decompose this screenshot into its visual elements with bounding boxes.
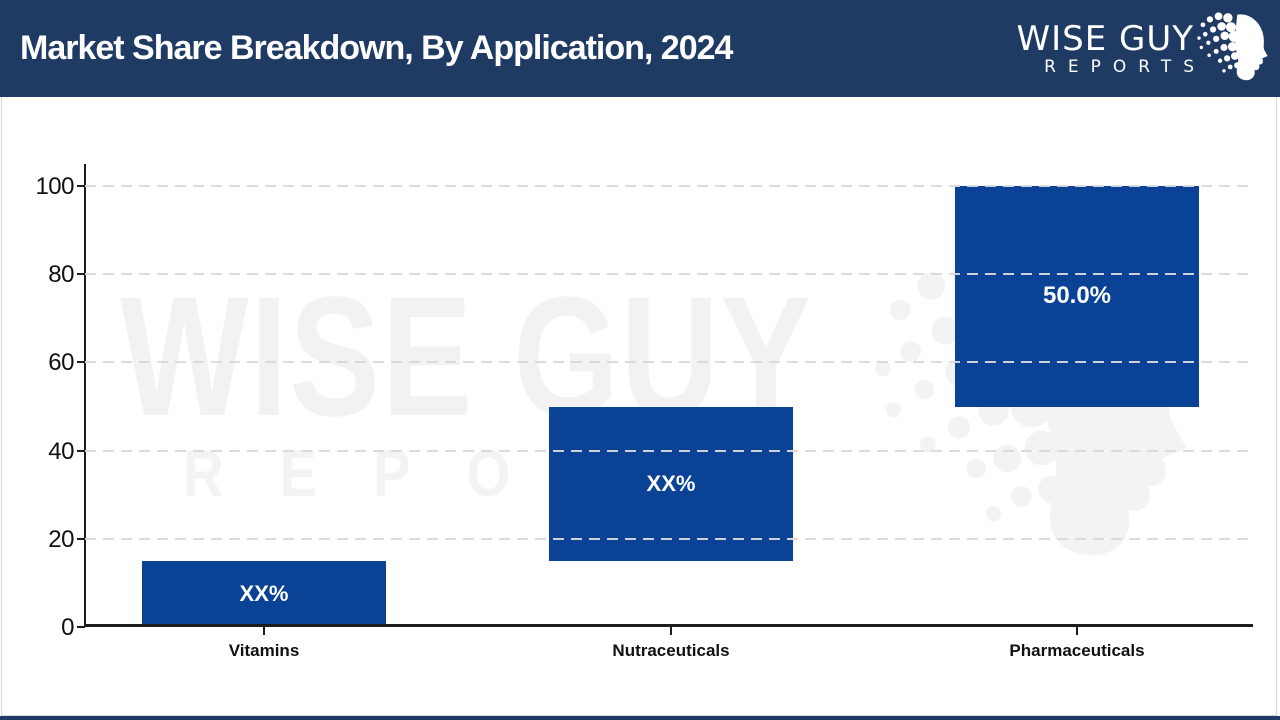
gridline-40 xyxy=(85,449,1253,452)
page-title: Market Share Breakdown, By Application, … xyxy=(20,29,733,67)
x-category-label-nutraceuticals: Nutraceuticals xyxy=(612,641,730,660)
brand-face-icon xyxy=(1197,11,1268,80)
y-tick-label-60: 60 xyxy=(48,349,74,377)
gridline-80 xyxy=(85,273,1253,276)
y-tick-label-80: 80 xyxy=(48,261,74,289)
brand-subtitle: REPORTS xyxy=(1044,56,1206,77)
y-tick-0 xyxy=(77,626,85,628)
x-category-label-vitamins: Vitamins xyxy=(228,641,300,660)
y-tick-label-0: 0 xyxy=(61,614,74,641)
y-tick-label-100: 100 xyxy=(35,173,74,200)
gridline-60 xyxy=(85,361,1253,364)
x-tick-1 xyxy=(670,627,672,635)
bar-pharmaceuticals: 50.0% xyxy=(955,186,1199,407)
y-tick-40 xyxy=(77,449,85,452)
bar-value-label: XX% xyxy=(646,470,696,496)
y-tick-20 xyxy=(77,537,85,540)
y-tick-label-40: 40 xyxy=(48,437,74,465)
brand-logo: WISE GUY REPORTS xyxy=(1016,0,1270,97)
x-axis-line xyxy=(84,624,1253,627)
brand-text: WISE GUY REPORTS xyxy=(1016,22,1194,76)
bar-value-label: 50.0% xyxy=(1042,282,1112,310)
y-tick-80 xyxy=(77,273,85,276)
y-tick-100 xyxy=(77,185,85,187)
y-tick-label-20: 20 xyxy=(48,525,74,553)
y-tick-60 xyxy=(77,361,85,364)
header: Market Share Breakdown, By Application, … xyxy=(0,0,1280,97)
bar-nutraceuticals: XX% xyxy=(549,406,793,561)
footer-bar xyxy=(0,716,1280,720)
bar-value-label: XX% xyxy=(239,580,289,606)
x-tick-0 xyxy=(263,627,265,635)
bar-vitamins: XX% xyxy=(142,560,386,627)
gridline-100 xyxy=(85,185,1253,187)
x-tick-2 xyxy=(1076,627,1078,635)
x-category-label-pharmaceuticals: Pharmaceuticals xyxy=(1009,641,1145,660)
brand-name: WISE GUY xyxy=(1016,18,1194,59)
y-axis-line xyxy=(84,164,86,627)
gridline-20 xyxy=(85,537,1253,540)
